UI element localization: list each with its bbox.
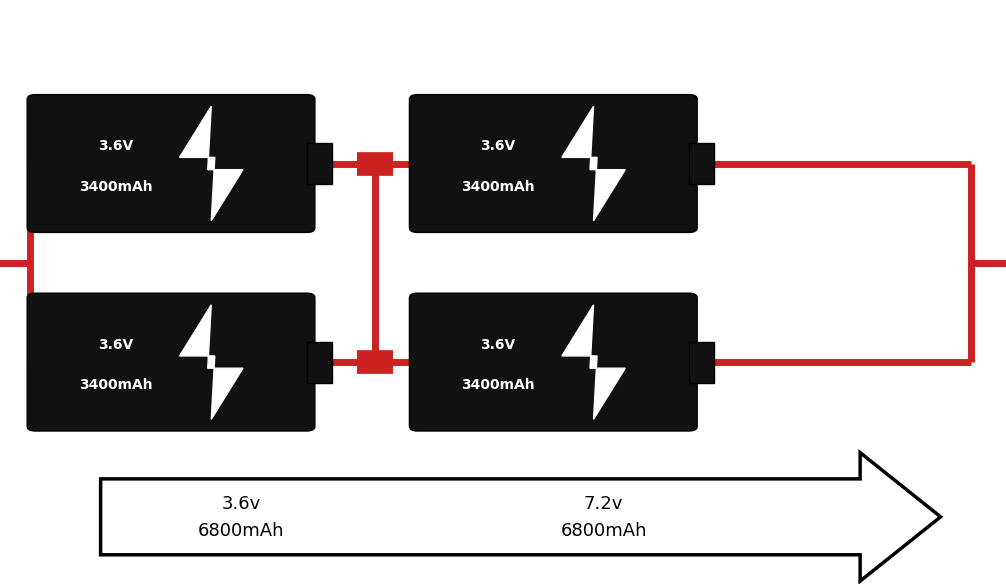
Text: 7.2v: 7.2v <box>583 495 624 513</box>
Text: 3.6V: 3.6V <box>98 139 134 153</box>
FancyBboxPatch shape <box>409 293 697 431</box>
Text: 3400mAh: 3400mAh <box>461 378 535 392</box>
Text: 3.6V: 3.6V <box>480 139 516 153</box>
Text: 3400mAh: 3400mAh <box>78 180 153 194</box>
Bar <box>689 342 714 383</box>
Polygon shape <box>101 453 941 581</box>
Polygon shape <box>562 305 625 419</box>
FancyBboxPatch shape <box>27 293 315 431</box>
Bar <box>689 143 714 184</box>
Text: 3400mAh: 3400mAh <box>78 378 153 392</box>
Bar <box>307 342 332 383</box>
FancyBboxPatch shape <box>409 95 697 232</box>
Text: 3400mAh: 3400mAh <box>461 180 535 194</box>
Text: 3.6V: 3.6V <box>98 338 134 352</box>
Bar <box>307 143 332 184</box>
Text: 6800mAh: 6800mAh <box>560 523 647 540</box>
Text: 6800mAh: 6800mAh <box>198 523 285 540</box>
Polygon shape <box>180 305 243 419</box>
Polygon shape <box>562 106 625 221</box>
Text: 3.6v: 3.6v <box>221 495 262 513</box>
FancyBboxPatch shape <box>27 95 315 232</box>
Polygon shape <box>180 106 243 221</box>
Text: 3.6V: 3.6V <box>480 338 516 352</box>
